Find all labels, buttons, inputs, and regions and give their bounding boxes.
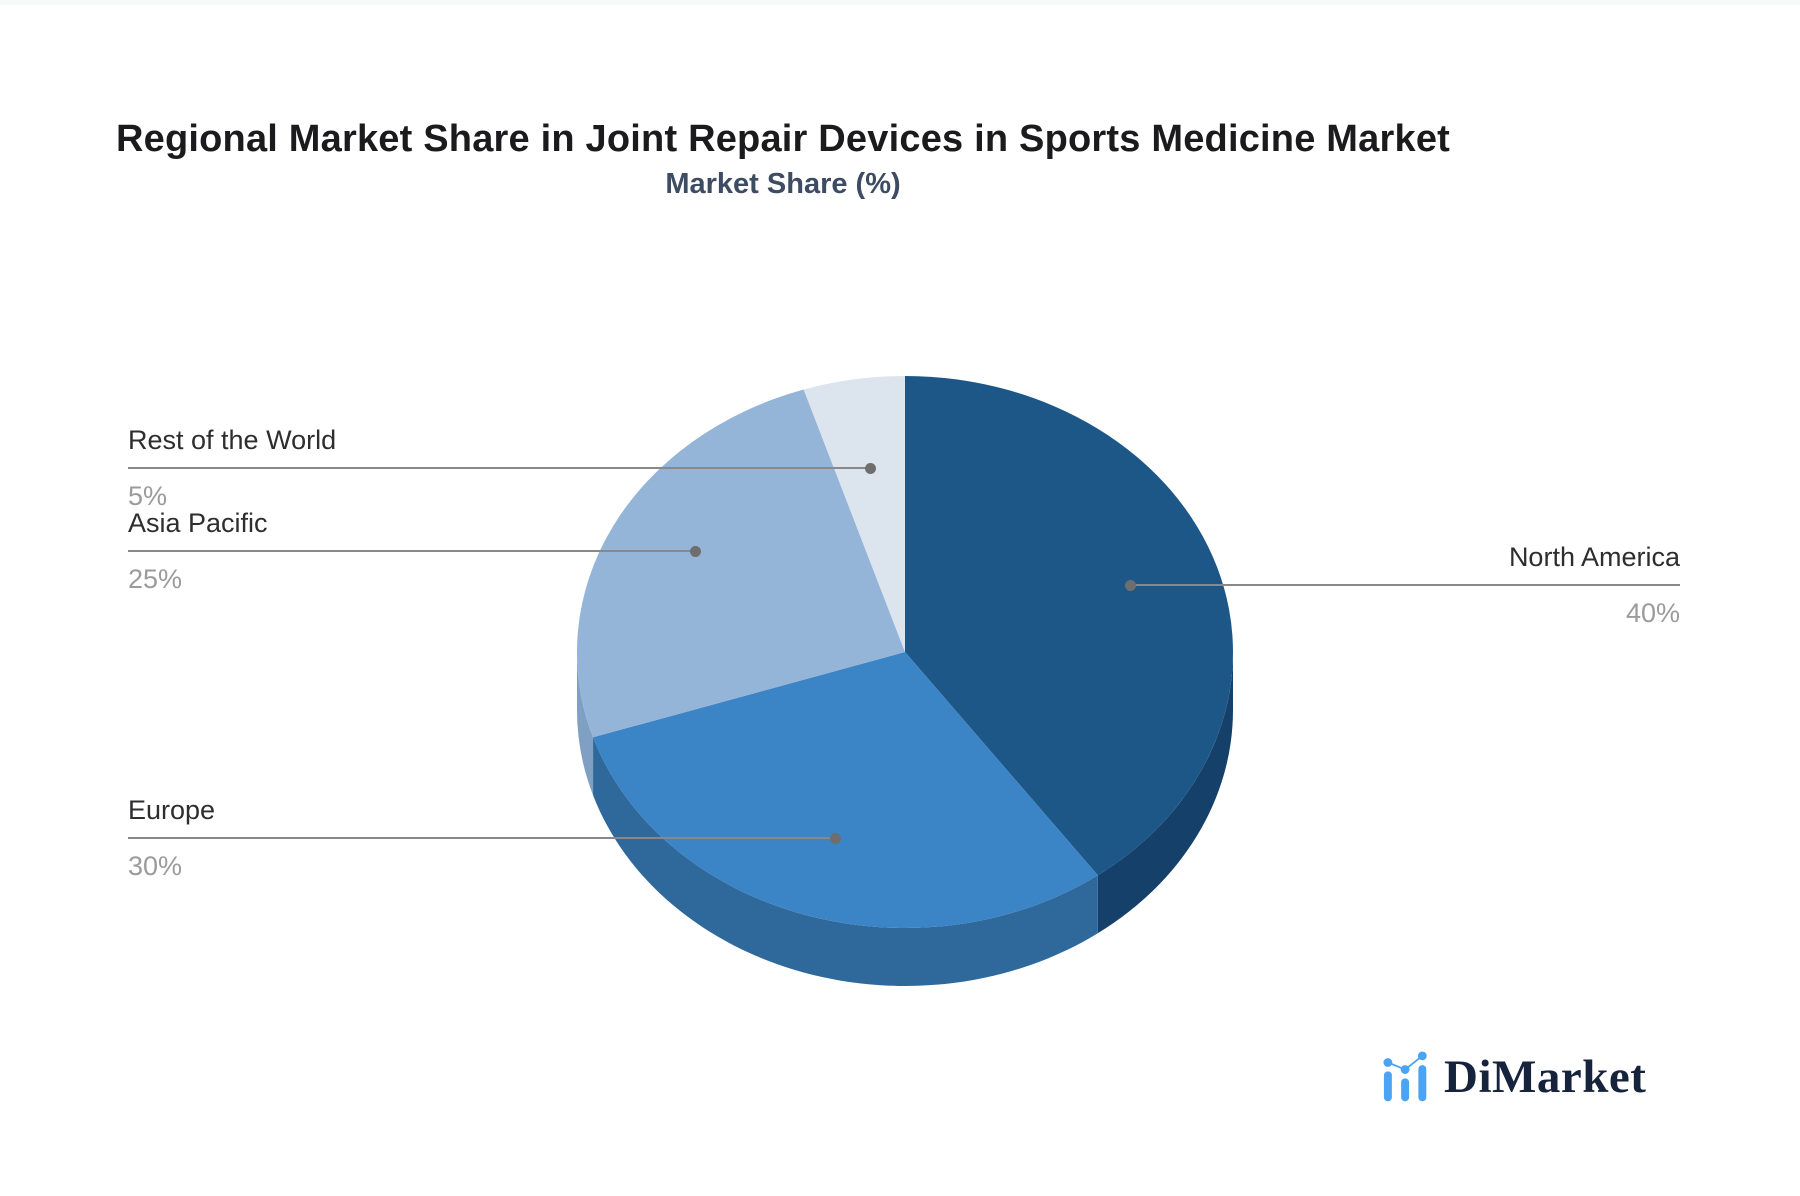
callout-value-asia-pacific: 25%: [128, 564, 183, 594]
pie-slice-side-asia-pacific: [577, 652, 594, 796]
callout-line-asia-pacific: [128, 550, 695, 552]
pie-slice-side-europe: [593, 737, 1098, 986]
brand-logo-text: DiMarket: [1444, 1051, 1647, 1103]
callout-label-europe: Europe: [128, 795, 216, 825]
callout-line-rest-of-the-world: [128, 467, 870, 469]
callout-value-rest-of-the-world: 5%: [128, 481, 168, 511]
chart-subtitle: Market Share (%): [665, 168, 901, 200]
callout-dot-north-america: [1125, 580, 1136, 591]
brand-logo: DiMarket: [1383, 1050, 1646, 1104]
pie-slice-rest-of-the-world[interactable]: [803, 376, 905, 652]
pie-slice-asia-pacific[interactable]: [576, 389, 905, 738]
callout-label-asia-pacific: Asia Pacific: [128, 508, 268, 538]
pie-slice-north-america[interactable]: [905, 376, 1233, 876]
callout-value-europe: 30%: [128, 851, 183, 881]
callout-label-north-america: North America: [1508, 542, 1680, 572]
callout-line-north-america: [1130, 584, 1680, 586]
callout-dot-rest-of-the-world: [865, 463, 876, 474]
chart-title: Regional Market Share in Joint Repair De…: [115, 118, 1451, 160]
top-strip: [0, 0, 1800, 5]
pie-slice-side-north-america: [1097, 652, 1233, 934]
callout-value-north-america: 40%: [1625, 598, 1680, 628]
callout-label-rest-of-the-world: Rest of the World: [128, 425, 337, 455]
callout-dot-europe: [830, 833, 841, 844]
pie-slice-europe[interactable]: [593, 652, 1098, 928]
callout-line-europe: [128, 837, 835, 839]
bar-line-chart-icon: [1383, 1050, 1427, 1101]
callout-dot-asia-pacific: [690, 546, 701, 557]
